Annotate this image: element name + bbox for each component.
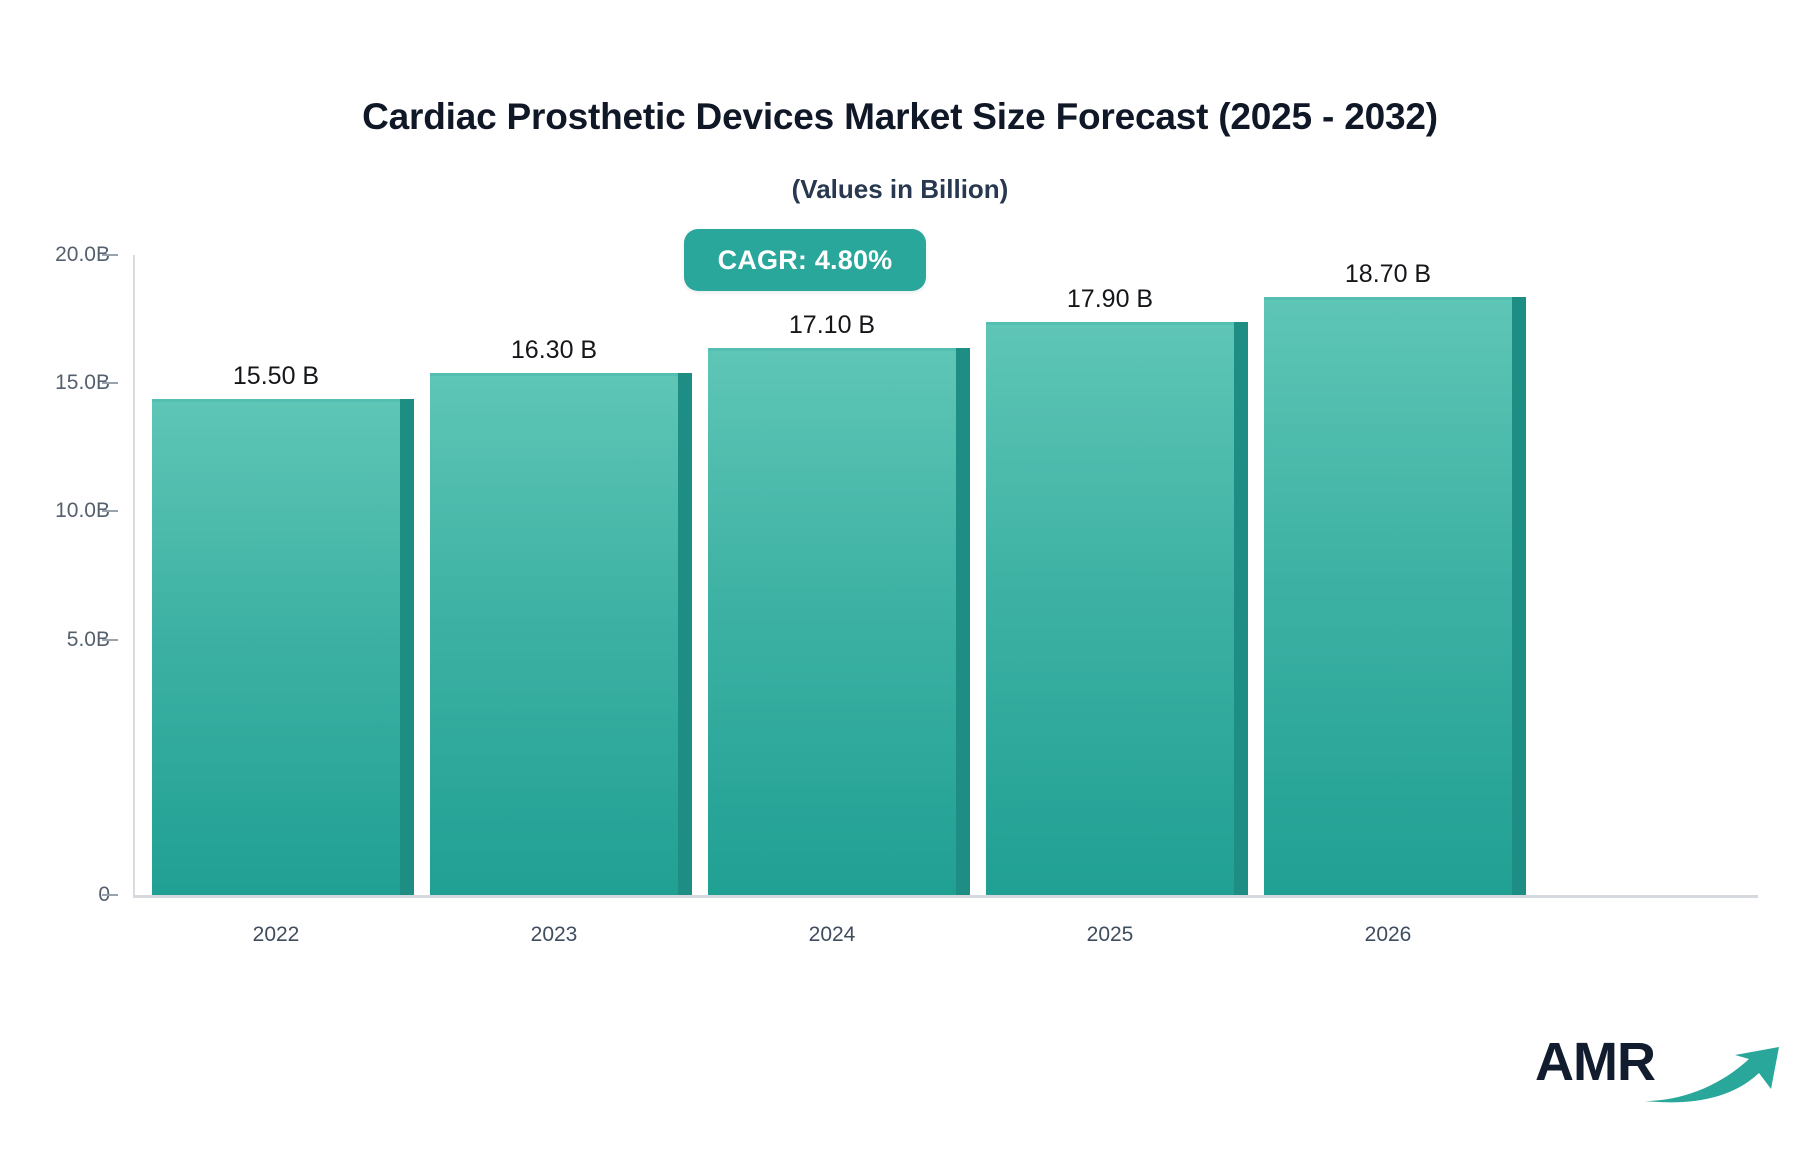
- bar-side-shadow: [400, 399, 414, 895]
- x-axis-tick-label-2026: 2026: [1364, 923, 1412, 946]
- x-axis-tick-label-2023: 2023: [530, 923, 578, 946]
- bar-2022: [152, 399, 414, 895]
- x-axis-tick-label-2024: 2024: [808, 923, 856, 946]
- growth-arrow-icon: [1643, 1045, 1793, 1110]
- bar-side-shadow: [1512, 297, 1526, 895]
- bar-value-label-2022: 15.50 B: [232, 362, 320, 390]
- bar-side-shadow: [956, 348, 970, 895]
- bar-value-label-2026: 18.70 B: [1344, 260, 1432, 288]
- y-axis-tick-label-20: 20.0B: [55, 243, 110, 266]
- y-axis-tick-label-15: 15.0B: [55, 371, 110, 394]
- chart-subtitle: (Values in Billion): [791, 174, 1009, 204]
- x-axis-tick-label-2022: 2022: [252, 923, 300, 946]
- y-axis-tick-label-5: 5.0B: [66, 628, 110, 651]
- bar-side-shadow: [1234, 322, 1248, 895]
- bar-top-edge: [708, 348, 956, 351]
- cagr-badge: CAGR: 4.80%: [684, 229, 926, 291]
- y-axis-tick-mark-20: [102, 254, 118, 256]
- bar-face: [1264, 297, 1512, 895]
- bar-value-label-2024: 17.10 B: [788, 311, 876, 339]
- bar-top-edge: [152, 399, 400, 402]
- x-axis-tick-label-2025: 2025: [1086, 923, 1134, 946]
- bar-2026: [1264, 297, 1526, 895]
- bar-2025: [986, 322, 1248, 895]
- x-axis-line: [133, 895, 1758, 898]
- amr-logo-text: AMR: [1535, 1032, 1656, 1092]
- amr-logo: AMR: [1535, 1032, 1779, 1103]
- bar-top-edge: [986, 322, 1234, 325]
- y-axis-tick-mark-0: [102, 894, 118, 896]
- bar-side-shadow: [678, 373, 692, 895]
- chart-title: Cardiac Prosthetic Devices Market Size F…: [362, 96, 1438, 137]
- y-axis-tick-mark-15: [102, 382, 118, 384]
- bar-2023: [430, 373, 692, 895]
- bar-top-edge: [430, 373, 678, 376]
- bar-value-label-2023: 16.30 B: [510, 336, 598, 364]
- bar-face: [708, 348, 956, 895]
- y-axis-tick-mark-10: [102, 510, 118, 512]
- bar-value-label-2025: 17.90 B: [1066, 285, 1154, 313]
- bar-face: [986, 322, 1234, 895]
- y-axis-line: [133, 255, 135, 895]
- y-axis-tick-label-10: 10.0B: [55, 499, 110, 522]
- bar-face: [152, 399, 400, 895]
- bar-face: [430, 373, 678, 895]
- bar-top-edge: [1264, 297, 1512, 300]
- bar-2024: [708, 348, 970, 895]
- y-axis-tick-mark-5: [102, 639, 118, 641]
